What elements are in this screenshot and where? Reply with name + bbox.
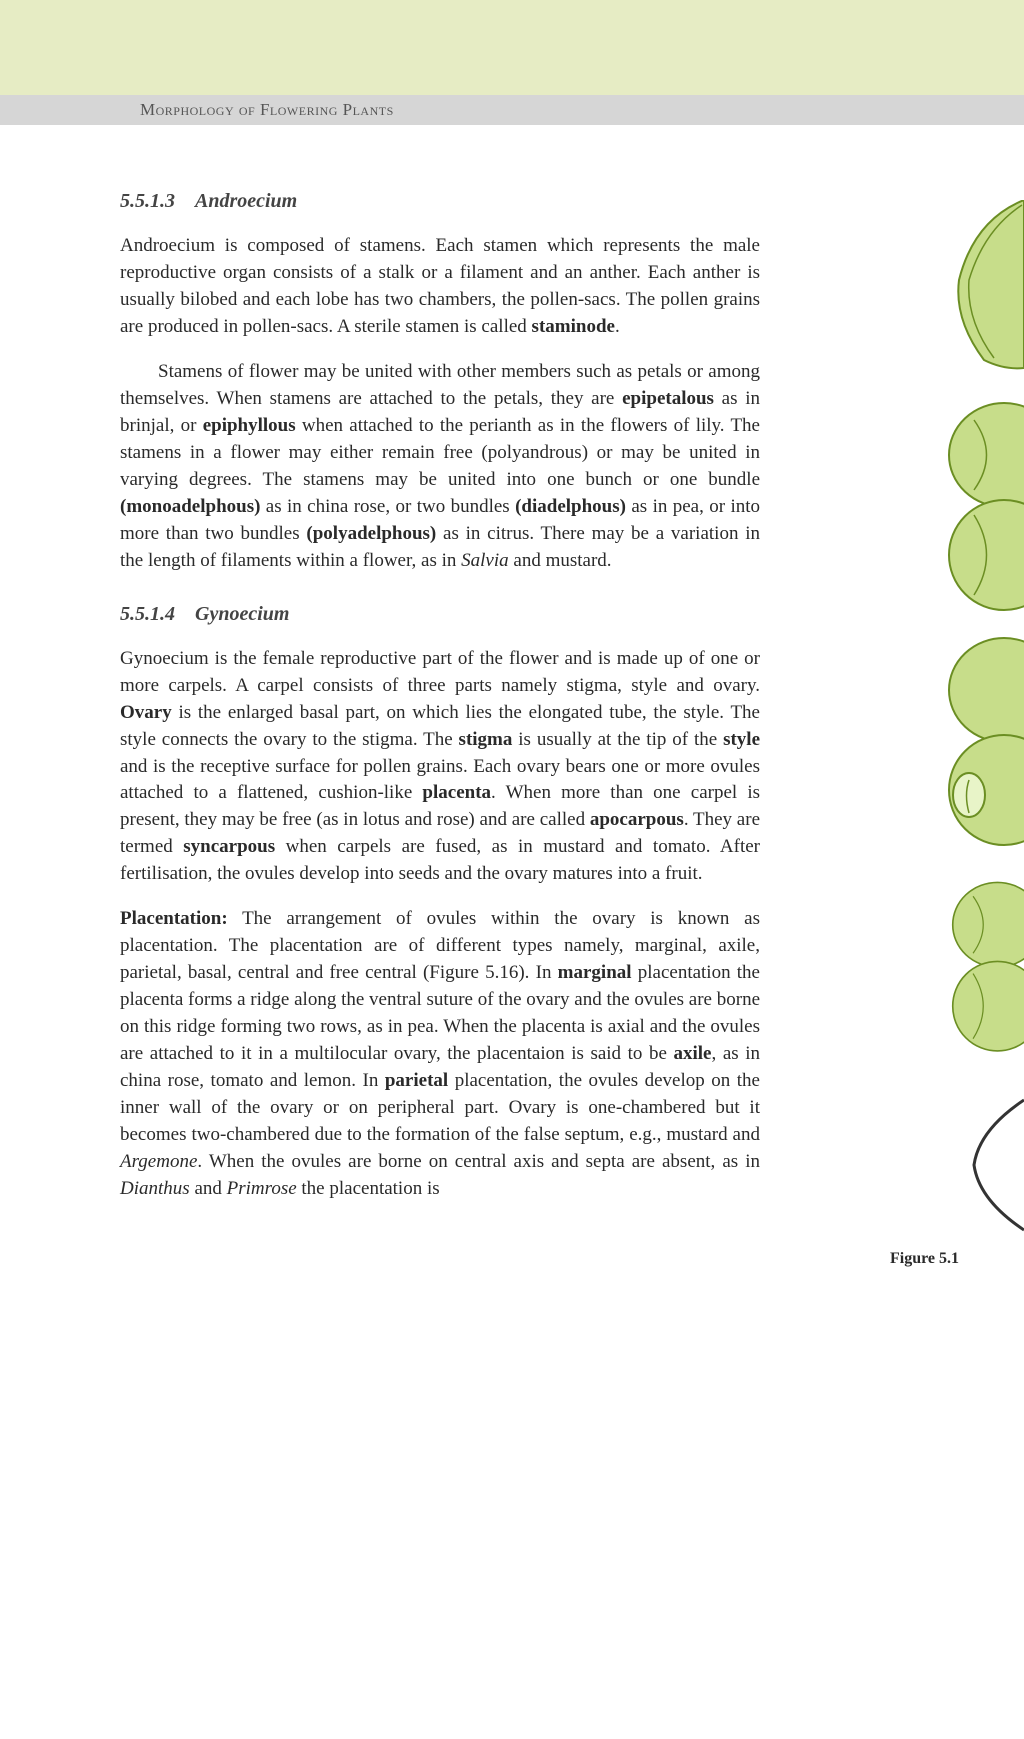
term-bold: (diadelphous) xyxy=(515,496,626,517)
term-bold: staminode xyxy=(532,316,615,337)
term-bold: apocarpous xyxy=(590,809,684,830)
term-bold: (monoadelphous) xyxy=(120,496,260,517)
term-bold: Ovary xyxy=(120,702,172,723)
term-bold: parietal xyxy=(385,1070,448,1091)
term-bold: epipetalous xyxy=(622,388,714,409)
term-bold: stigma xyxy=(459,729,513,750)
leaf-illustration xyxy=(914,400,1024,615)
figure-caption: Figure 5.1 xyxy=(890,1250,959,1268)
leaf-illustration xyxy=(954,200,1024,370)
paragraph: Placentation: The arrangement of ovules … xyxy=(120,906,760,1203)
term-italic: Dianthus xyxy=(120,1178,190,1199)
term-bold: (polyadelphous) xyxy=(306,523,436,544)
text-column: 5.5.1.3 Androecium Androecium is composed… xyxy=(0,190,790,1221)
figure-column: Figure 5.1 xyxy=(790,190,1024,1221)
term-bold: epiphyllous xyxy=(203,415,296,436)
top-band xyxy=(0,0,1024,95)
paragraph: Gynoecium is the female reproductive par… xyxy=(120,646,760,889)
term-italic: Argemone xyxy=(120,1151,197,1172)
term-bold: style xyxy=(723,729,760,750)
leaf-illustration xyxy=(964,1090,1024,1240)
term-italic: Primrose xyxy=(227,1178,302,1199)
page-body: 5.5.1.3 Androecium Androecium is composed… xyxy=(0,125,1024,1221)
leaf-illustration xyxy=(914,635,1024,850)
header-title: Morphology of Flowering Plants xyxy=(140,100,394,120)
term-bold: axile xyxy=(674,1043,712,1064)
term-bold: marginal xyxy=(558,962,632,983)
paragraph: Stamens of flower may be united with oth… xyxy=(120,359,760,575)
section-heading: 5.5.1.4 Gynoecium xyxy=(120,603,760,626)
term-italic: Salvia xyxy=(461,550,513,571)
leaf-illustration xyxy=(914,880,1024,1055)
term-bold: syncarpous xyxy=(183,836,275,857)
section-heading: 5.5.1.3 Androecium xyxy=(120,190,760,213)
header-band: Morphology of Flowering Plants xyxy=(0,95,1024,125)
term-bold: placenta xyxy=(422,782,491,803)
paragraph: Androecium is composed of stamens. Each … xyxy=(120,233,760,341)
term-bold: Placentation: xyxy=(120,908,228,929)
